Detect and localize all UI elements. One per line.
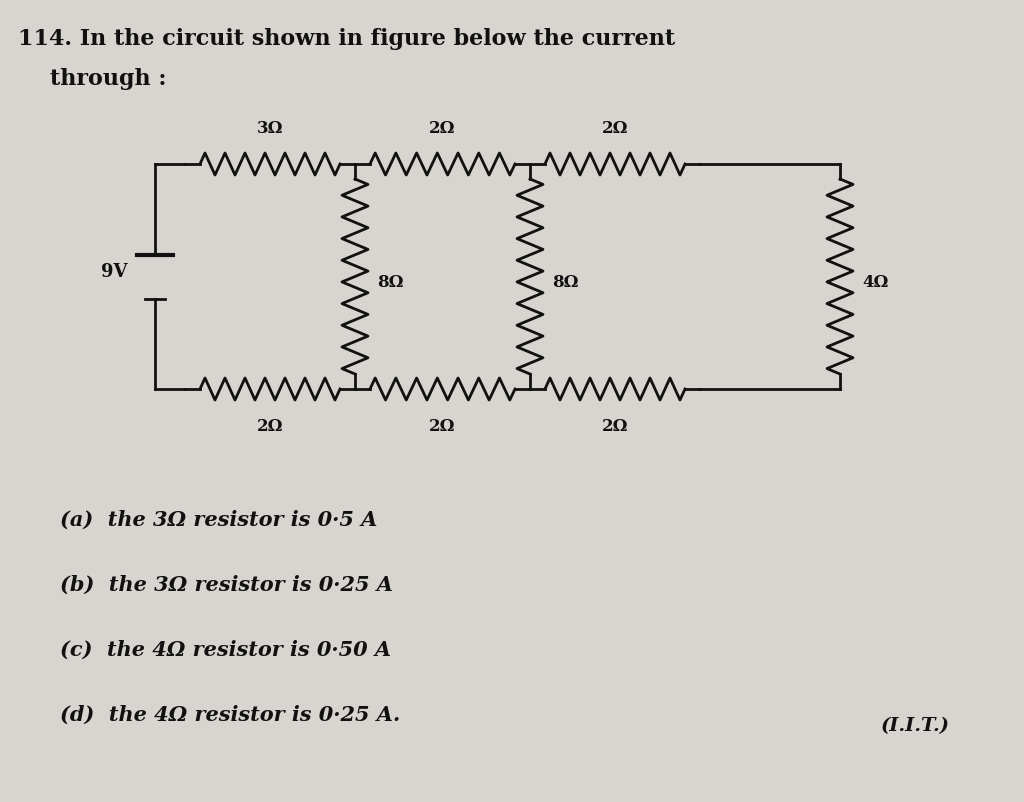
Text: 2Ω: 2Ω: [602, 119, 629, 137]
Text: (c)  the 4Ω resistor is 0·50 A: (c) the 4Ω resistor is 0·50 A: [60, 639, 391, 659]
Text: 4Ω: 4Ω: [862, 273, 889, 290]
Text: through :: through :: [50, 68, 167, 90]
Text: 8Ω: 8Ω: [377, 273, 403, 290]
Text: (d)  the 4Ω resistor is 0·25 A.: (d) the 4Ω resistor is 0·25 A.: [60, 704, 400, 724]
Text: 9V: 9V: [100, 263, 127, 282]
Text: (I.I.T.): (I.I.T.): [881, 716, 950, 734]
Text: 114. In the circuit shown in figure below the current: 114. In the circuit shown in figure belo…: [18, 28, 675, 50]
Text: 2Ω: 2Ω: [257, 418, 284, 435]
Text: 3Ω: 3Ω: [257, 119, 284, 137]
Text: (a)  the 3Ω resistor is 0·5 A: (a) the 3Ω resistor is 0·5 A: [60, 509, 378, 529]
Text: 8Ω: 8Ω: [552, 273, 579, 290]
Text: 2Ω: 2Ω: [429, 418, 456, 435]
Text: 2Ω: 2Ω: [429, 119, 456, 137]
Text: (b)  the 3Ω resistor is 0·25 A: (b) the 3Ω resistor is 0·25 A: [60, 574, 393, 594]
Text: 2Ω: 2Ω: [602, 418, 629, 435]
